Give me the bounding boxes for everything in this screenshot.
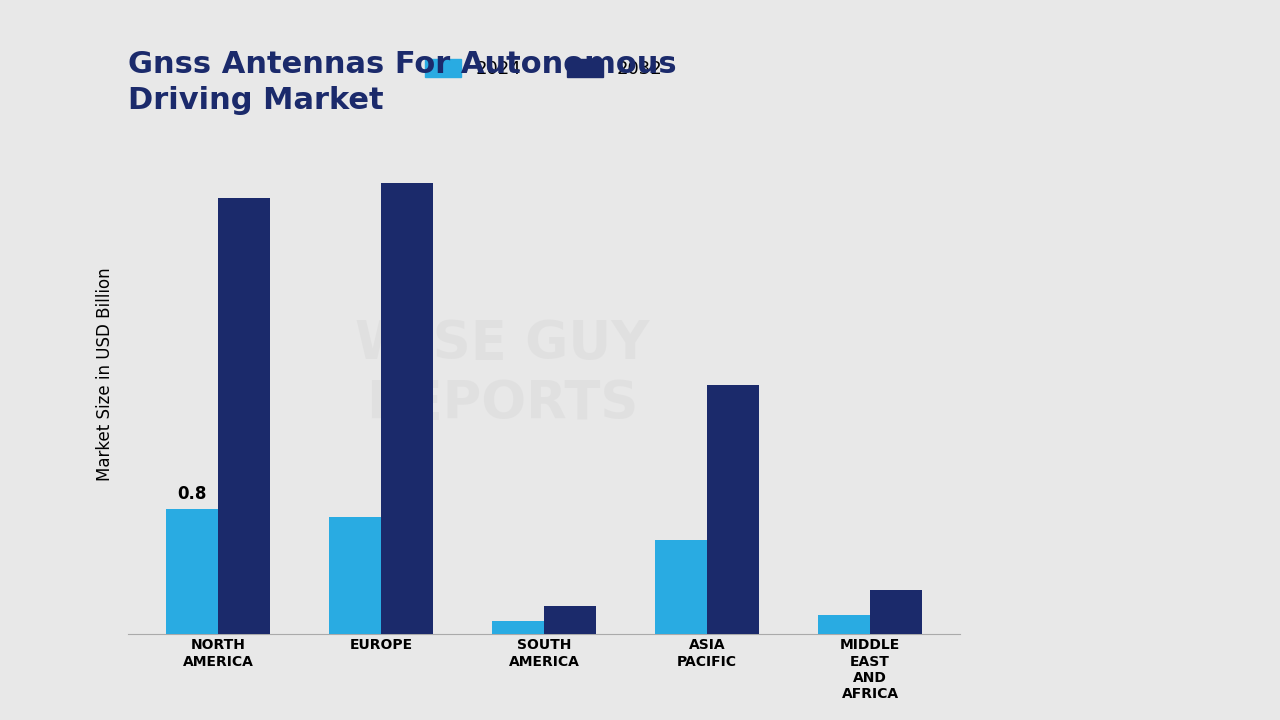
Bar: [218, 199, 270, 634]
Bar: [655, 540, 707, 634]
Bar: [818, 615, 870, 634]
Bar: [870, 590, 922, 634]
Bar: [381, 183, 433, 634]
Legend: 2024, 2032: 2024, 2032: [417, 52, 671, 86]
Y-axis label: Market Size in USD Billion: Market Size in USD Billion: [96, 268, 114, 481]
Text: 0.8: 0.8: [177, 485, 206, 503]
Bar: [707, 385, 759, 634]
Bar: [329, 517, 381, 634]
Bar: [492, 621, 544, 634]
Bar: [544, 606, 596, 634]
Text: WISE GUY
REPORTS: WISE GUY REPORTS: [356, 318, 649, 431]
Bar: [166, 509, 218, 634]
Text: Gnss Antennas For Autonomous
Driving Market: Gnss Antennas For Autonomous Driving Mar…: [128, 50, 677, 115]
